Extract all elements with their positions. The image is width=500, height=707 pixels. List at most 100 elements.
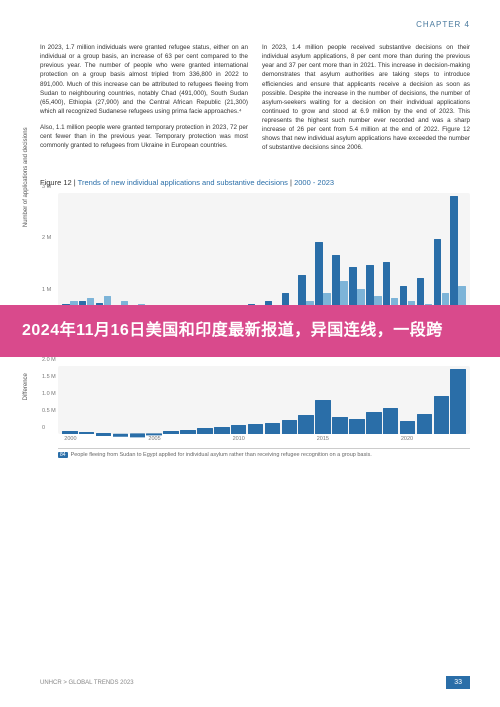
chart-2-xtick xyxy=(96,436,113,442)
chart-2-area: Difference 2.0 M1.5 M1.0 M0.5 M0 2000200… xyxy=(40,366,470,442)
chart-2-xtick: 2010 xyxy=(230,436,247,442)
body-columns: In 2023, 1.7 million individuals were gr… xyxy=(40,43,470,160)
chart-2-year-group xyxy=(214,366,230,434)
chart-2-year-group xyxy=(417,366,433,434)
chart-2-year-group xyxy=(146,366,162,434)
chart-2-bar xyxy=(231,425,247,433)
chart-1-ylabel: Number of applications and decisions xyxy=(23,127,29,227)
chart-2-year-group xyxy=(332,366,348,434)
chart-2-year-group xyxy=(130,366,146,434)
chart-2-year-group xyxy=(383,366,399,434)
chart-2-bar xyxy=(298,415,314,433)
chart-2-year-group xyxy=(113,366,129,434)
chart-1-ytick: 3 M xyxy=(42,184,51,190)
chart-2-bar xyxy=(130,434,146,437)
footnote-text: People fleeing from Sudan to Egypt appli… xyxy=(71,452,372,458)
chapter-label: CHAPTER 4 xyxy=(40,20,470,29)
chart-2-year-group xyxy=(248,366,264,434)
page-footer: UNHCR > GLOBAL TRENDS 2023 33 xyxy=(40,670,470,689)
chart-2-year-group xyxy=(315,366,331,434)
chart-2-ytick: 0 xyxy=(42,425,45,431)
chart-2-bar xyxy=(383,408,399,433)
chart-2-xtick: 2005 xyxy=(146,436,163,442)
chart-2-year-group xyxy=(79,366,95,434)
chart-2-xtick xyxy=(415,436,432,442)
chart-2-bar xyxy=(417,414,433,433)
chart-2-year-group xyxy=(282,366,298,434)
chart-2-xtick xyxy=(264,436,281,442)
footnote-num: 84 xyxy=(58,452,68,458)
chart-2-xtick xyxy=(79,436,96,442)
chart-2-bar xyxy=(180,430,196,433)
column-left: In 2023, 1.7 million individuals were gr… xyxy=(40,43,248,160)
figure-range: 2000 - 2023 xyxy=(294,178,334,187)
chart-2-xtick xyxy=(197,436,214,442)
chart-2-xtick xyxy=(348,436,365,442)
chart-2-year-group xyxy=(366,366,382,434)
chart-2-xtick xyxy=(432,436,449,442)
overlay-text: 2024年11月16日美国和印度最新报道，异国连线，一段跨 xyxy=(22,319,478,343)
chart-2-year-group xyxy=(265,366,281,434)
chart-2-xaxis: 2000 2005 2010 2015 2020 xyxy=(58,436,470,442)
chart-2-bar xyxy=(96,434,112,436)
chart-1-ytick: 1 M xyxy=(42,287,51,293)
chart-2-year-group xyxy=(197,366,213,434)
chart-2-ylabel: Difference xyxy=(23,373,29,400)
chart-2-bar xyxy=(265,423,281,433)
overlay-banner: 2024年11月16日美国和印度最新报道，异国连线，一段跨 xyxy=(0,305,500,357)
chart-2-ytick: 2.0 M xyxy=(42,357,56,363)
figure-title: Trends of new individual applications an… xyxy=(78,178,288,187)
chart-2-bar xyxy=(214,427,230,434)
chart-2-ytick: 0.5 M xyxy=(42,408,56,414)
chart-2-xtick: 2000 xyxy=(62,436,79,442)
chart-2-ytick: 1.5 M xyxy=(42,374,56,380)
chart-2-bar xyxy=(113,434,129,437)
chart-2-bar xyxy=(282,420,298,434)
chart-2-xtick xyxy=(180,436,197,442)
chart-2-bar xyxy=(450,369,466,434)
chart-2-xtick xyxy=(163,436,180,442)
chart-2-bar xyxy=(434,396,450,433)
figure-caption: Figure 12 | Trends of new individual app… xyxy=(40,178,470,187)
chart-2-bar xyxy=(197,428,213,433)
chart-2-year-group xyxy=(400,366,416,434)
chart-2-year-group xyxy=(298,366,314,434)
footnote: 84People fleeing from Sudan to Egypt app… xyxy=(58,448,470,458)
chart-2-bar xyxy=(332,417,348,434)
chart-2-xtick xyxy=(365,436,382,442)
chart-2-xtick xyxy=(112,436,129,442)
chart-2-xtick xyxy=(449,436,466,442)
chart-2-year-group xyxy=(180,366,196,434)
chart-2-bar xyxy=(315,400,331,434)
chart-2-bar xyxy=(366,412,382,434)
chart-2-year-group xyxy=(163,366,179,434)
chart-2-year-group xyxy=(434,366,450,434)
chart-2-bar xyxy=(62,431,78,433)
para-2: Also, 1.1 million people were granted te… xyxy=(40,123,248,150)
chart-2-bar xyxy=(163,431,179,433)
footer-source: UNHCR > GLOBAL TRENDS 2023 xyxy=(40,680,134,686)
chart-2-year-group xyxy=(96,366,112,434)
chart-2-xtick xyxy=(298,436,315,442)
chart-2-xtick: 2020 xyxy=(399,436,416,442)
chart-2: 2.0 M1.5 M1.0 M0.5 M0 xyxy=(58,366,470,434)
chart-2-xtick xyxy=(247,436,264,442)
column-right: In 2023, 1.4 million people received sub… xyxy=(262,43,470,160)
chart-2-xtick: 2015 xyxy=(314,436,331,442)
chart-2-year-group xyxy=(349,366,365,434)
chart-2-ytick: 1.0 M xyxy=(42,391,56,397)
chart-2-year-group xyxy=(62,366,78,434)
chart-2-xtick xyxy=(281,436,298,442)
para-1: In 2023, 1.7 million individuals were gr… xyxy=(40,43,248,116)
chart-1-ytick: 2 M xyxy=(42,235,51,241)
page-number: 33 xyxy=(446,676,470,689)
chart-2-bar xyxy=(79,432,95,433)
chart-2-bar xyxy=(248,424,264,434)
chart-2-xtick xyxy=(331,436,348,442)
chart-2-bars xyxy=(58,366,470,434)
chart-2-bar xyxy=(349,419,365,434)
chart-2-year-group xyxy=(231,366,247,434)
chart-2-xtick xyxy=(213,436,230,442)
chart-2-year-group xyxy=(450,366,466,434)
chart-2-xtick xyxy=(382,436,399,442)
